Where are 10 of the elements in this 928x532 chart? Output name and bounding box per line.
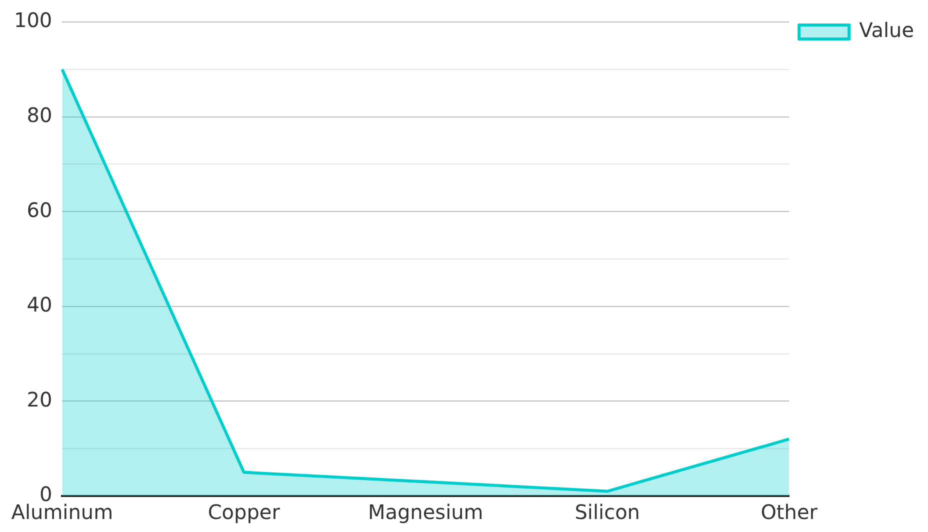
x-tick-label: Other xyxy=(760,500,818,524)
y-tick-label: 40 xyxy=(26,292,52,317)
y-tick-label: 60 xyxy=(26,198,52,222)
y-tick-label: 20 xyxy=(26,387,52,412)
x-tick-label: Copper xyxy=(208,500,281,524)
x-tick-label: Magnesium xyxy=(368,500,484,524)
legend-label: Value xyxy=(859,18,914,42)
x-tick-label: Silicon xyxy=(574,500,640,524)
y-tick-label: 100 xyxy=(14,8,52,32)
y-tick-label: 80 xyxy=(26,103,52,128)
